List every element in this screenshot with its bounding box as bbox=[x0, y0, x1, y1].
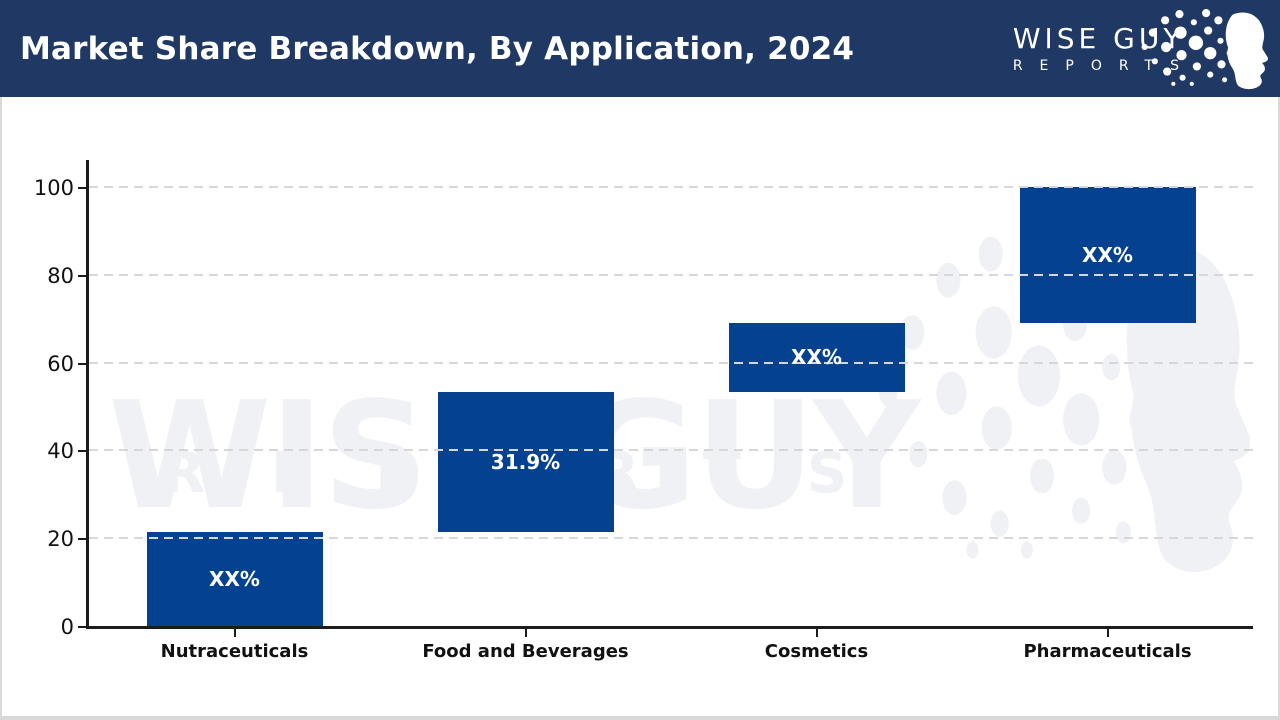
y-tick-label: 40 bbox=[47, 439, 74, 464]
bar-food-and-beverages bbox=[437, 391, 614, 533]
bar-cosmetics bbox=[728, 322, 905, 392]
y-tick bbox=[78, 626, 86, 628]
bar-pharmaceuticals bbox=[1019, 186, 1196, 323]
y-tick-label: 80 bbox=[47, 263, 74, 288]
chart-area: WISE GUY REPORTS XX%31.9%XX%XX%020406080… bbox=[0, 97, 1280, 716]
chart-title: Market Share Breakdown, By Application, … bbox=[20, 30, 855, 67]
y-tick-label: 60 bbox=[47, 351, 74, 376]
y-axis-line bbox=[86, 160, 89, 629]
y-tick-label: 20 bbox=[47, 527, 74, 552]
x-category-label: Cosmetics bbox=[764, 641, 869, 662]
bar-value-label: XX% bbox=[209, 567, 260, 591]
header: Market Share Breakdown, By Application, … bbox=[0, 0, 1280, 97]
y-tick bbox=[78, 362, 86, 365]
logo-subtitle: REPORTS bbox=[1012, 57, 1196, 74]
x-tick bbox=[233, 629, 236, 637]
gridline-80 bbox=[89, 273, 1253, 276]
y-tick bbox=[78, 450, 86, 453]
logo-head-dots-icon bbox=[1141, 8, 1268, 89]
gridline-20 bbox=[89, 537, 1253, 540]
x-category-label: Nutraceuticals bbox=[160, 641, 309, 662]
bar-value-label: XX% bbox=[791, 345, 842, 370]
gridline-40 bbox=[89, 449, 1253, 452]
frame-border-right bbox=[1278, 97, 1280, 716]
logo-wordmark: WISE GUY bbox=[1012, 21, 1185, 55]
gridline-60 bbox=[89, 361, 1253, 364]
x-axis-line bbox=[86, 626, 1253, 629]
y-tick bbox=[78, 186, 86, 189]
y-tick bbox=[78, 538, 86, 541]
x-tick bbox=[524, 629, 527, 637]
wiseguy-logo: WISE GUY REPORTS bbox=[1013, 8, 1268, 90]
wiseguy-logo-text: WISE GUY REPORTS bbox=[1012, 21, 1196, 74]
y-tick-label: 0 bbox=[60, 615, 74, 639]
gridline-100 bbox=[89, 185, 1253, 188]
bar-nutraceuticals bbox=[146, 532, 323, 626]
x-category-label: Pharmaceuticals bbox=[1023, 641, 1192, 662]
frame-border-bottom bbox=[0, 716, 1280, 720]
x-tick bbox=[1106, 629, 1109, 637]
x-category-label: Food and Beverages bbox=[422, 641, 629, 662]
bar-value-label: XX% bbox=[1082, 242, 1133, 267]
x-tick bbox=[815, 629, 818, 637]
y-tick-label: 100 bbox=[33, 175, 74, 200]
watermark-head-dots-icon bbox=[879, 232, 1250, 573]
bar-value-label: 31.9% bbox=[490, 449, 561, 474]
y-tick bbox=[78, 274, 86, 277]
frame-border-left bbox=[0, 97, 2, 716]
